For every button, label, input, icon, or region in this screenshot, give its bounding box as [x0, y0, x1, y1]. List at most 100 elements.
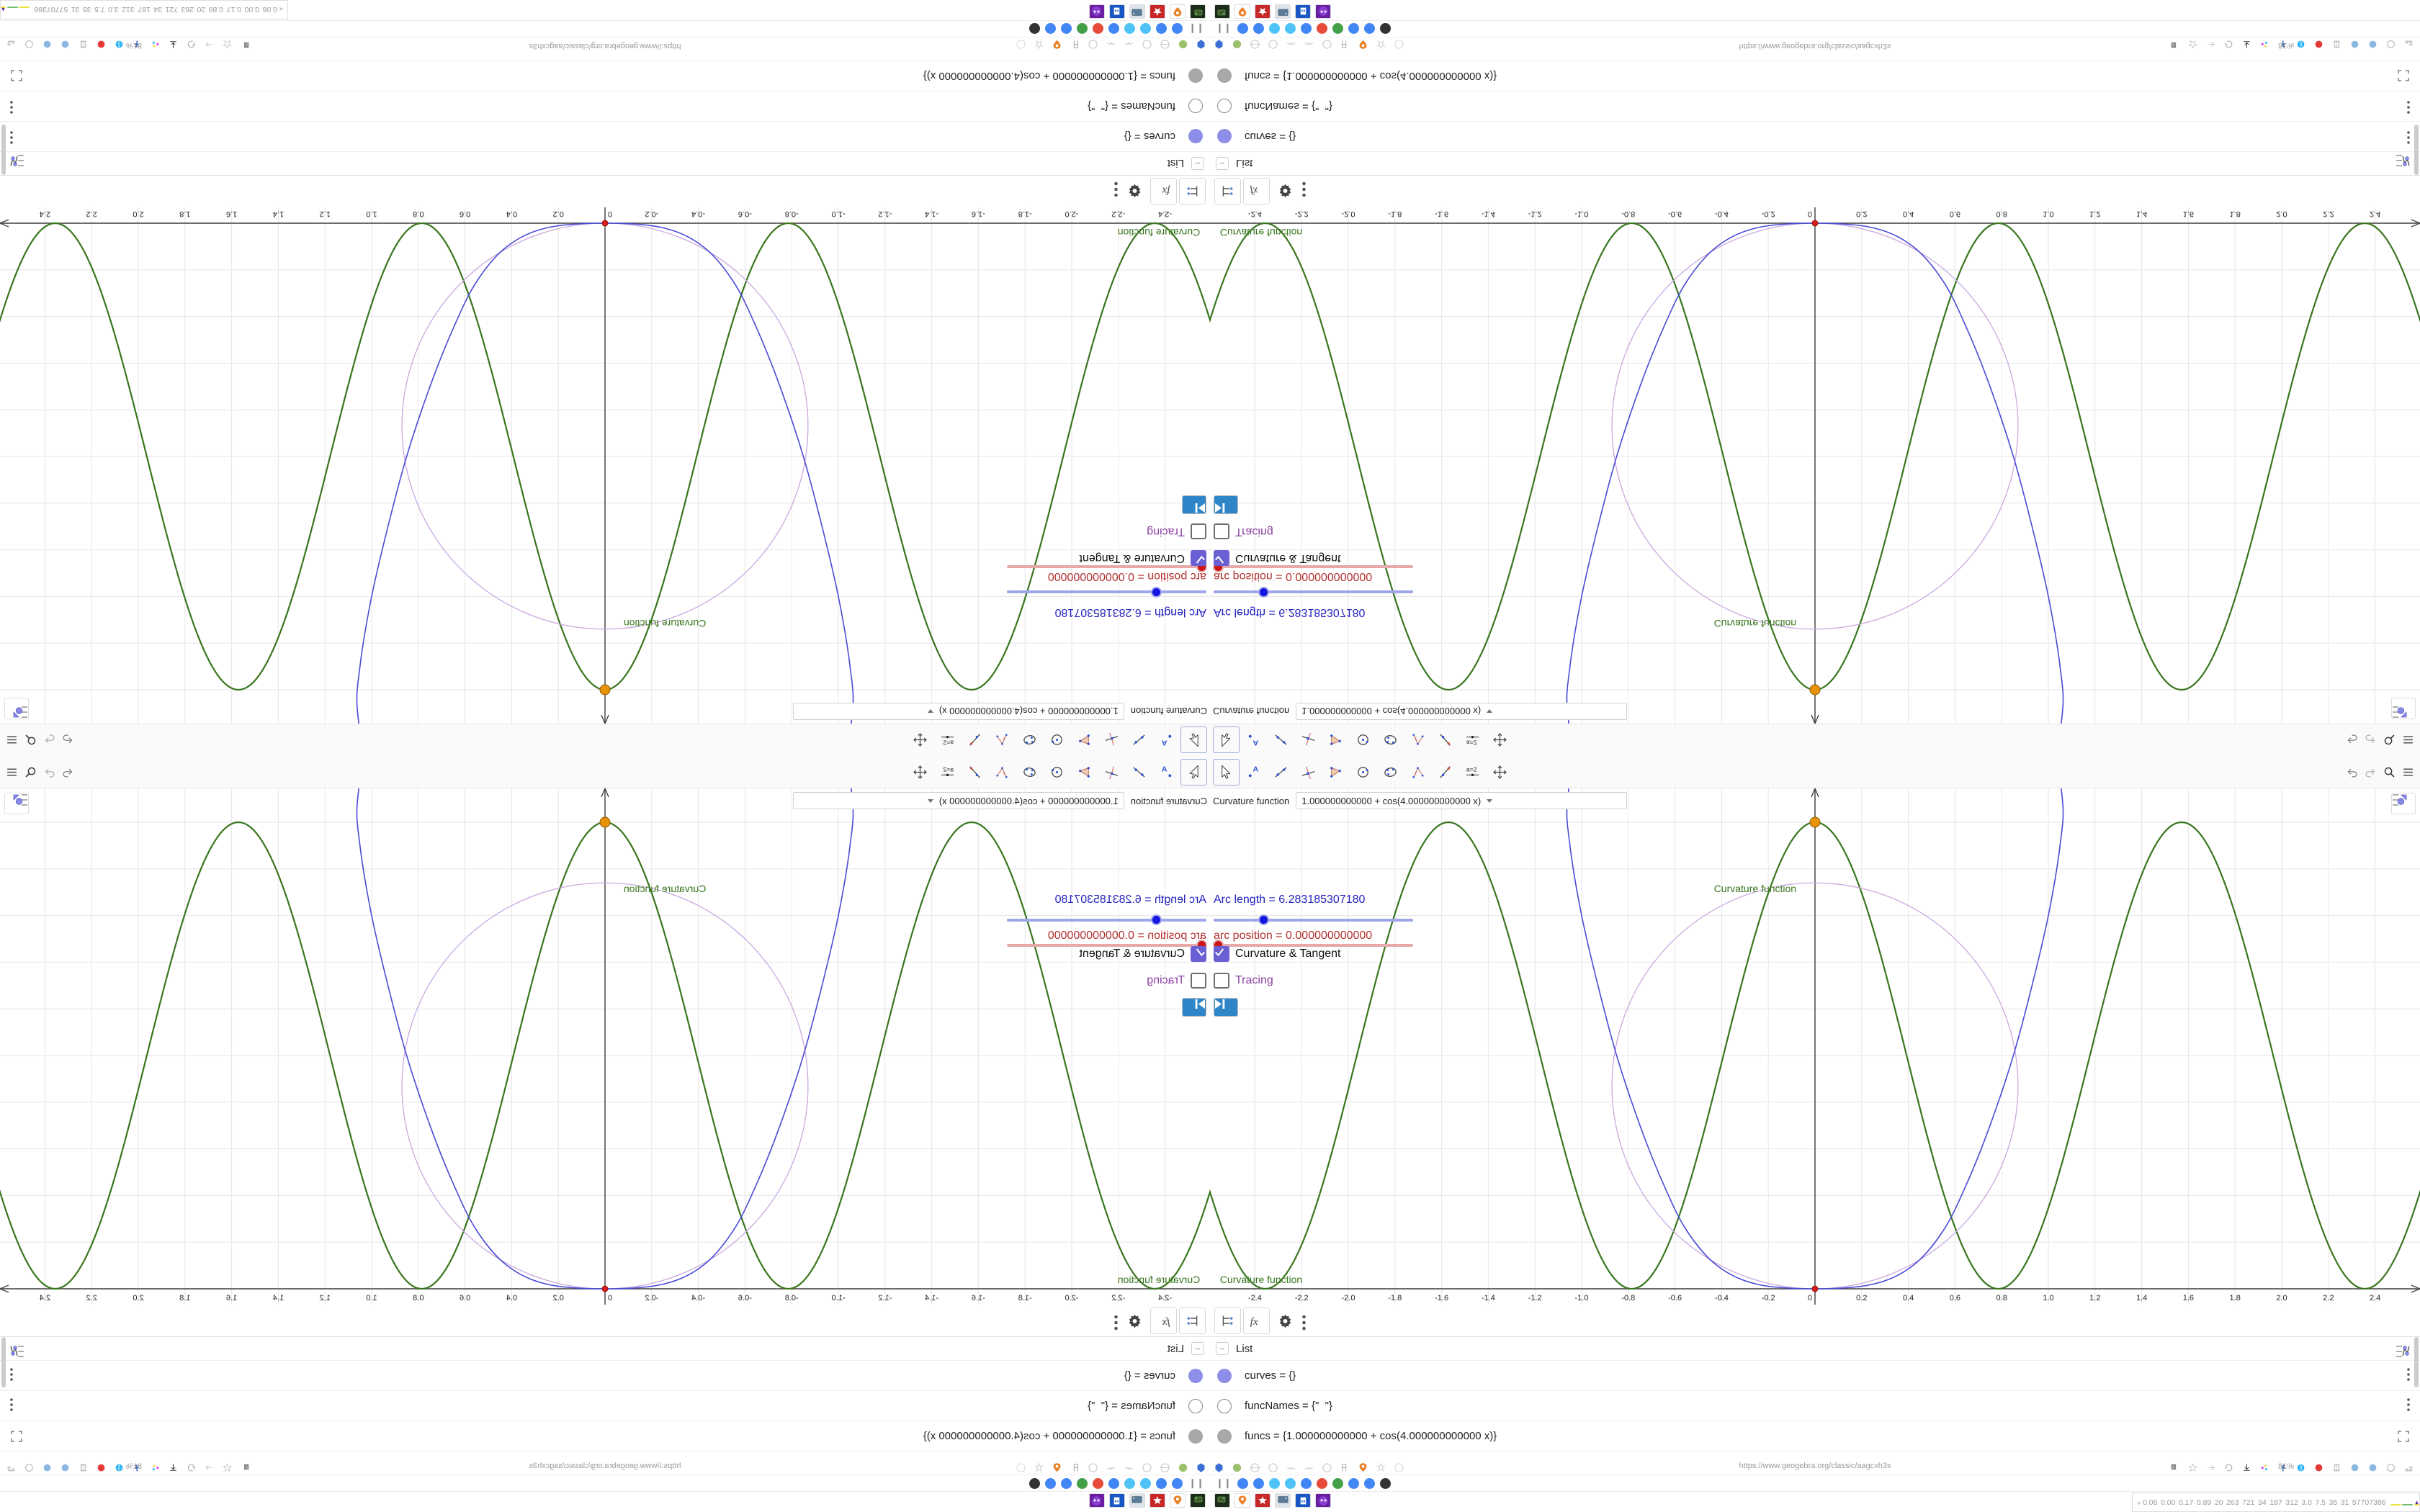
svg-text:2.0: 2.0 [2276, 1294, 2287, 1302]
svg-text:1.4: 1.4 [273, 1294, 284, 1302]
svg-text:-2.0: -2.0 [1342, 1294, 1355, 1302]
svg-text:a=2: a=2 [943, 766, 954, 773]
svg-text:0.2: 0.2 [553, 1294, 564, 1302]
svg-text:-1.0: -1.0 [832, 210, 846, 218]
svg-text:-1.6: -1.6 [972, 1294, 985, 1302]
svg-text:-2.2: -2.2 [1295, 210, 1309, 218]
svg-text:-1.8: -1.8 [1018, 1294, 1032, 1302]
svg-text:-0.2: -0.2 [1762, 1294, 1775, 1302]
svg-text:1.6: 1.6 [226, 210, 237, 218]
svg-text:64: 64 [1301, 9, 1305, 13]
svg-text:0.8: 0.8 [1996, 210, 2007, 218]
svg-text:-2.0: -2.0 [1065, 210, 1079, 218]
svg-text:1.0: 1.0 [366, 1294, 377, 1302]
svg-text:-0.2: -0.2 [645, 210, 658, 218]
svg-text:-0.8: -0.8 [1621, 210, 1635, 218]
svg-text:0.6: 0.6 [460, 210, 470, 218]
svg-text:0.4: 0.4 [1903, 1294, 1914, 1302]
svg-text:0: 0 [608, 1294, 612, 1302]
svg-text:-1.4: -1.4 [1482, 210, 1495, 218]
svg-text:fx: fx [1250, 184, 1258, 196]
svg-text:-2.0: -2.0 [1065, 1294, 1079, 1302]
svg-text:1.8: 1.8 [2230, 1294, 2241, 1302]
svg-text:-0.4: -0.4 [1715, 210, 1729, 218]
svg-text:-0.4: -0.4 [691, 210, 705, 218]
svg-text:0.2: 0.2 [553, 210, 564, 218]
svg-text:-1.6: -1.6 [1435, 210, 1448, 218]
svg-text:0.4: 0.4 [506, 1294, 517, 1302]
svg-text:A: A [1161, 765, 1167, 774]
svg-text:-1.2: -1.2 [878, 210, 892, 218]
svg-text:-2.2: -2.2 [1111, 210, 1125, 218]
svg-text:-2.2: -2.2 [1295, 1294, 1309, 1302]
svg-text:0.2: 0.2 [1856, 1294, 1867, 1302]
svg-text:-1.0: -1.0 [1575, 1294, 1589, 1302]
svg-text:1.2: 1.2 [2089, 210, 2100, 218]
svg-text:0: 0 [1808, 1294, 1812, 1302]
svg-text:-1.4: -1.4 [925, 1294, 938, 1302]
svg-text:2.2: 2.2 [2323, 210, 2334, 218]
svg-text:A: A [1253, 738, 1259, 747]
svg-text:-1.0: -1.0 [1575, 210, 1589, 218]
svg-text:2.2: 2.2 [2323, 1294, 2334, 1302]
svg-text:64: 64 [1301, 1499, 1305, 1503]
svg-text:2.4: 2.4 [40, 210, 50, 218]
svg-text:fx: fx [1162, 1316, 1170, 1328]
svg-text:1.6: 1.6 [2183, 1294, 2194, 1302]
svg-text:-2.4: -2.4 [1248, 1294, 1262, 1302]
svg-text:1.4: 1.4 [2136, 1294, 2147, 1302]
svg-text:1.0: 1.0 [2043, 210, 2053, 218]
svg-text:Curvature function: Curvature function [624, 618, 706, 629]
svg-text:1.6: 1.6 [2183, 210, 2194, 218]
svg-text:-0.6: -0.6 [738, 1294, 752, 1302]
svg-text:-1.8: -1.8 [1388, 1294, 1402, 1302]
svg-text:a=2: a=2 [943, 739, 954, 746]
svg-text:-0.8: -0.8 [1621, 1294, 1635, 1302]
svg-text:2.0: 2.0 [2276, 210, 2287, 218]
svg-text:1.0: 1.0 [366, 210, 377, 218]
svg-text:0.6: 0.6 [1950, 1294, 1960, 1302]
svg-text:0.6: 0.6 [1950, 210, 1960, 218]
svg-text:-1.8: -1.8 [1388, 210, 1402, 218]
svg-text:64: 64 [1115, 1499, 1119, 1503]
svg-text:Curvature function: Curvature function [1714, 883, 1796, 894]
svg-text:Curvature function: Curvature function [1118, 227, 1200, 238]
svg-text:-1.6: -1.6 [972, 210, 985, 218]
svg-text:2.4: 2.4 [40, 1294, 50, 1302]
svg-text:-1.4: -1.4 [925, 210, 938, 218]
svg-text:a=2: a=2 [1466, 739, 1477, 746]
svg-text:-2.4: -2.4 [1248, 210, 1262, 218]
svg-text:Curvature function: Curvature function [1118, 1274, 1200, 1285]
svg-text:-1.2: -1.2 [1528, 210, 1542, 218]
svg-text:2.4: 2.4 [2370, 1294, 2380, 1302]
svg-text:-0.6: -0.6 [1668, 210, 1682, 218]
svg-text:-0.8: -0.8 [785, 210, 799, 218]
svg-text:1.4: 1.4 [273, 210, 284, 218]
svg-text:-0.4: -0.4 [1715, 1294, 1729, 1302]
svg-text:1.0: 1.0 [2043, 1294, 2053, 1302]
svg-text:1.2: 1.2 [2089, 1294, 2100, 1302]
svg-text:Curvature function: Curvature function [1220, 227, 1302, 238]
svg-text:-2.4: -2.4 [1158, 1294, 1172, 1302]
svg-text:1.4: 1.4 [2136, 210, 2147, 218]
svg-text:-1.0: -1.0 [832, 1294, 846, 1302]
svg-text:fx: fx [1250, 1316, 1258, 1328]
svg-text:-2.0: -2.0 [1342, 210, 1355, 218]
svg-text:0.8: 0.8 [1996, 1294, 2007, 1302]
svg-text:-1.4: -1.4 [1482, 1294, 1495, 1302]
svg-text:a=2: a=2 [1466, 766, 1477, 773]
svg-text:0: 0 [1808, 210, 1812, 218]
svg-text:-0.4: -0.4 [691, 1294, 705, 1302]
svg-text:0.2: 0.2 [1856, 210, 1867, 218]
svg-text:-2.4: -2.4 [1158, 210, 1172, 218]
svg-text:fx: fx [1162, 184, 1170, 196]
svg-text:-0.6: -0.6 [738, 210, 752, 218]
svg-text:Curvature function: Curvature function [1220, 1274, 1302, 1285]
svg-text:1.8: 1.8 [179, 1294, 190, 1302]
svg-text:-0.6: -0.6 [1668, 1294, 1682, 1302]
svg-text:-0.2: -0.2 [645, 1294, 658, 1302]
svg-text:0: 0 [608, 210, 612, 218]
svg-text:0.8: 0.8 [413, 210, 424, 218]
svg-text:0.8: 0.8 [413, 1294, 424, 1302]
svg-text:1.2: 1.2 [320, 1294, 331, 1302]
